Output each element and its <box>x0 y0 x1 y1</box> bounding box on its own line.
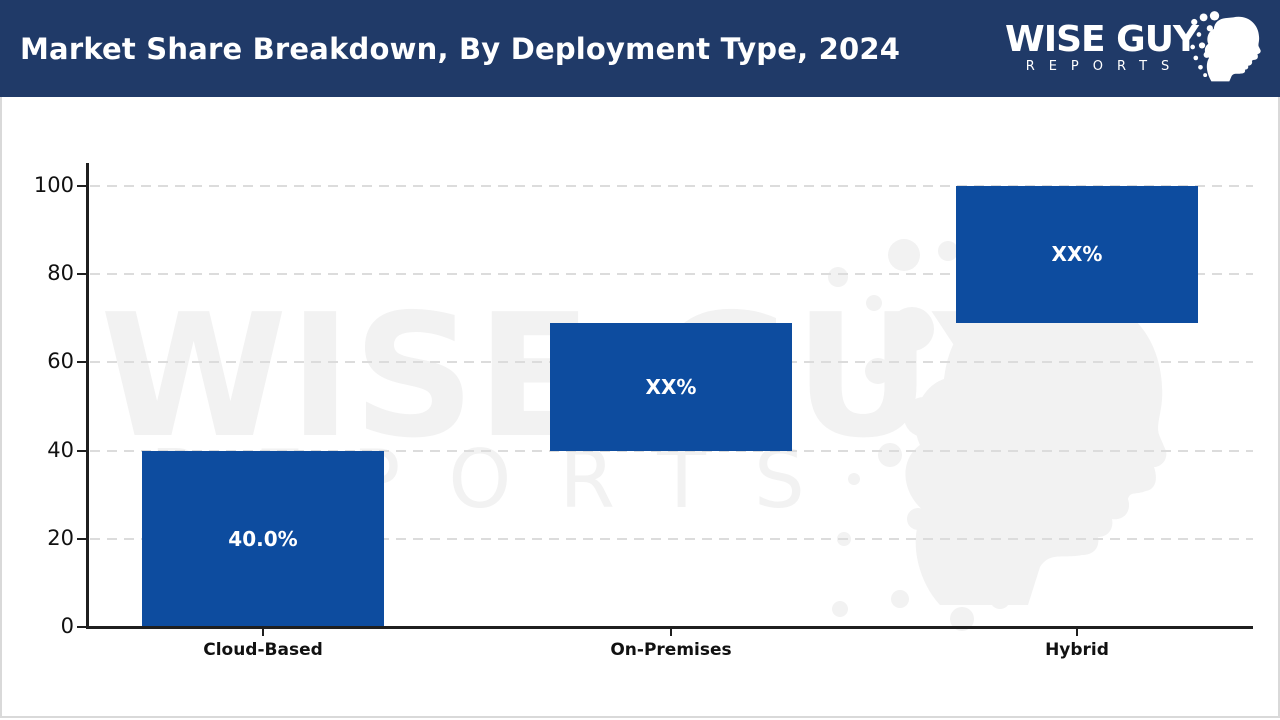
x-axis-line <box>86 626 1253 629</box>
bar-cloud-based: 40.0% <box>142 450 384 627</box>
gridline-80 <box>90 273 1253 276</box>
gridline-40 <box>90 449 1253 452</box>
y-tick-60 <box>77 361 86 364</box>
x-category-label-cloud-based: Cloud-Based <box>203 640 323 660</box>
y-tick-0 <box>77 626 86 628</box>
bar-value-label-hybrid: XX% <box>1051 242 1103 267</box>
y-tick-label-80: 80 <box>47 261 74 286</box>
y-tick-label-60: 60 <box>47 349 74 374</box>
bar-value-label-cloud-based: 40.0% <box>228 526 298 551</box>
gridline-100 <box>90 185 1253 187</box>
x-tick-cloud-based <box>262 627 264 636</box>
chart-title: Market Share Breakdown, By Deployment Ty… <box>20 31 901 66</box>
wiseguy-face-icon <box>1190 11 1261 82</box>
y-axis-line <box>86 163 89 629</box>
bar-value-label-on-premises: XX% <box>645 374 697 399</box>
x-category-label-on-premises: On-Premises <box>610 640 732 660</box>
header: Market Share Breakdown, By Deployment Ty… <box>0 0 1280 97</box>
y-tick-20 <box>77 537 86 540</box>
logo-subtext: REPORTS <box>1025 59 1184 75</box>
y-tick-label-40: 40 <box>47 437 74 462</box>
y-tick-80 <box>77 273 86 276</box>
y-tick-100 <box>77 185 86 187</box>
y-tick-40 <box>77 449 86 452</box>
bar-hybrid: XX% <box>956 186 1198 323</box>
y-tick-label-100: 100 <box>33 173 74 197</box>
y-tick-label-20: 20 <box>47 525 74 550</box>
gridline-20 <box>90 537 1253 540</box>
wiseguy-logo: WISE GUY REPORTS <box>1005 6 1266 88</box>
x-tick-on-premises <box>670 627 672 636</box>
x-category-label-hybrid: Hybrid <box>1045 640 1109 660</box>
bar-on-premises: XX% <box>550 322 792 451</box>
x-tick-hybrid <box>1076 627 1078 636</box>
logo-wordmark: WISE GUY <box>1004 18 1199 60</box>
y-tick-label-0: 0 <box>60 614 74 638</box>
logo-text: WISE GUY REPORTS <box>1004 18 1199 75</box>
